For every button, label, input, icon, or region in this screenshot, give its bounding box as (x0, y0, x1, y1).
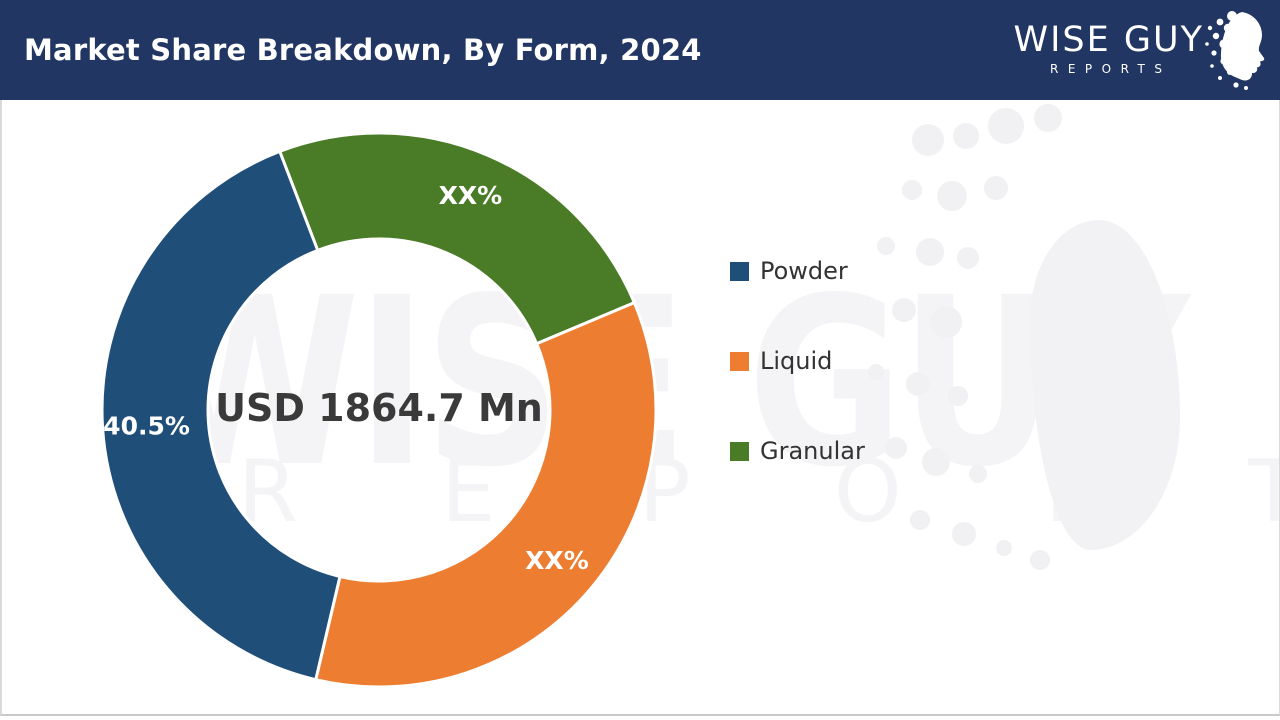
logo-wiseguy-label: WISE GUY (1013, 20, 1204, 60)
legend-swatch-liquid (730, 351, 749, 371)
slice-label-granular: XX% (439, 181, 503, 210)
legend-item-granular: Granular (730, 432, 865, 470)
page-title: Market Share Breakdown, By Form, 2024 (24, 33, 702, 67)
legend-item-liquid: Liquid (730, 342, 865, 380)
logo-face-icon (1205, 11, 1265, 90)
chart-legend: Powder Liquid Granular (730, 252, 865, 522)
legend-swatch-powder (730, 261, 749, 281)
logo-text: WISE GUY REPORTS (1013, 20, 1204, 76)
legend-item-powder: Powder (730, 252, 865, 290)
legend-label-powder: Powder (760, 257, 848, 285)
donut-segment-powder (100, 149, 342, 682)
chart-center-value: USD 1864.7 Mn (215, 386, 543, 431)
slice-label-powder: 40.5% (103, 411, 190, 440)
slice-label-liquid: XX% (525, 546, 589, 575)
donut-chart: XX% XX% 40.5% (100, 131, 658, 689)
legend-swatch-granular (730, 441, 749, 461)
legend-label-liquid: Liquid (760, 347, 833, 375)
header-bar: Market Share Breakdown, By Form, 2024 WI… (0, 0, 1280, 100)
donut-segment-liquid (313, 300, 658, 689)
donut-segment-granular (277, 131, 637, 346)
wise-guy-logo: WISE GUY REPORTS (1013, 6, 1266, 94)
legend-label-granular: Granular (760, 437, 865, 465)
logo-reports-label: REPORTS (1049, 62, 1172, 76)
